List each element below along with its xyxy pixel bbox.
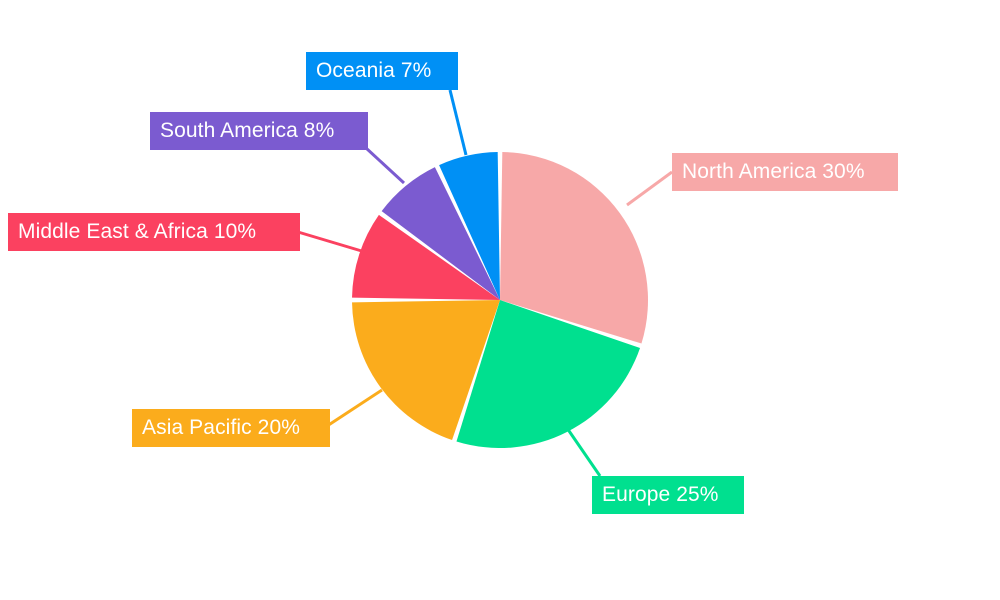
slice-label-text-north-america: North America 30% [682,159,865,183]
slice-label-south-america[interactable]: South America 8% [150,112,368,150]
slice-label-text-oceania: Oceania 7% [316,58,432,82]
slice-label-text-south-america: South America 8% [160,118,335,142]
pie-slices [352,152,649,449]
leader-line-middle-east-africa [297,230,366,254]
pie-slice-europe[interactable] [456,300,641,449]
leader-line-south-america [364,146,406,185]
slice-label-middle-east-africa[interactable]: Middle East & Africa 10% [8,213,300,251]
leader-line-asia-pacific [323,388,383,430]
leader-line-north-america [626,170,673,207]
leader-line-oceania [448,89,468,156]
slice-label-text-middle-east-africa: Middle East & Africa 10% [18,219,257,243]
slice-label-text-europe: Europe 25% [602,482,719,506]
pie-slice-north-america[interactable] [500,152,649,344]
slice-label-north-america[interactable]: North America 30% [672,153,898,191]
slice-label-text-asia-pacific: Asia Pacific 20% [142,415,301,439]
leader-lines [297,89,673,477]
pie-slice-oceania[interactable] [439,152,500,300]
pie-slice-asia-pacific[interactable] [352,300,500,441]
slice-label-asia-pacific[interactable]: Asia Pacific 20% [132,409,330,447]
pie-slice-south-america[interactable] [381,167,500,300]
slice-label-oceania[interactable]: Oceania 7% [306,52,458,90]
pie-slice-middle-east-africa[interactable] [352,214,500,300]
leader-line-europe [565,427,602,477]
slice-label-europe[interactable]: Europe 25% [592,476,744,514]
